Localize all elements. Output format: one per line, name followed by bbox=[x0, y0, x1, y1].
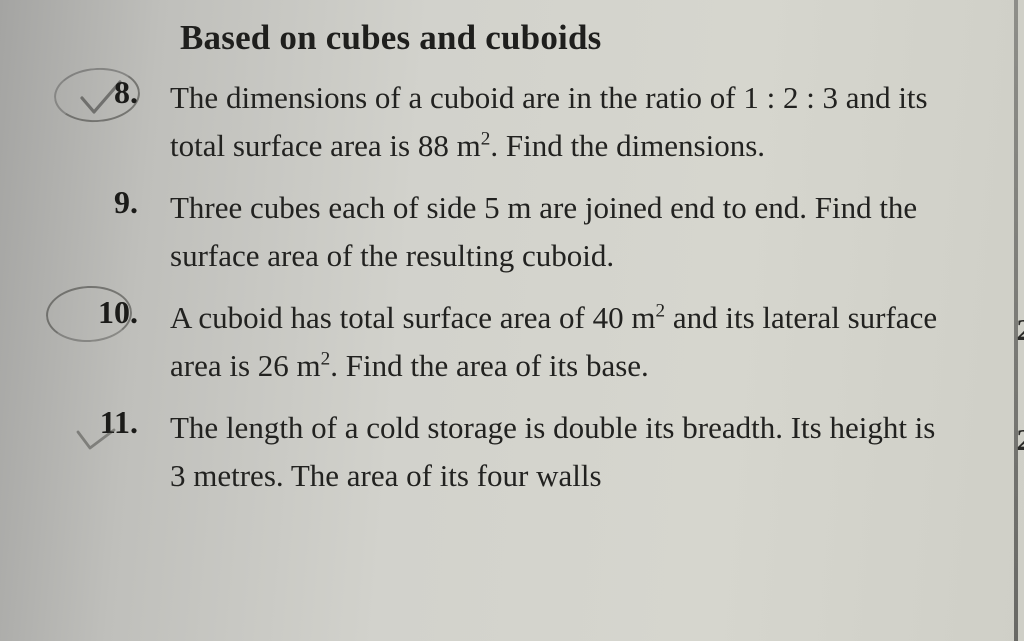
edge-fragment: 2 bbox=[1017, 422, 1024, 458]
question-number: 11. bbox=[100, 404, 138, 441]
question-item: 9. Three cubes each of side 5 m are join… bbox=[30, 184, 994, 280]
question-item: 11. The length of a cold storage is doub… bbox=[30, 404, 994, 500]
question-number: 10. bbox=[98, 294, 138, 331]
question-number: 8. bbox=[114, 74, 138, 111]
textbook-page: Based on cubes and cuboids 8. The dimens… bbox=[0, 0, 1024, 641]
edge-fragment: 2 bbox=[1017, 312, 1024, 348]
question-text: The dimensions of a cuboid are in the ra… bbox=[170, 74, 994, 170]
question-item: 8. The dimensions of a cuboid are in the… bbox=[30, 74, 994, 170]
question-number-cell: 11. bbox=[30, 404, 170, 441]
question-number-cell: 8. bbox=[30, 74, 170, 111]
question-text: The length of a cold storage is double i… bbox=[170, 404, 994, 500]
question-number-cell: 10. bbox=[30, 294, 170, 331]
question-number: 9. bbox=[114, 184, 138, 221]
question-text: Three cubes each of side 5 m are joined … bbox=[170, 184, 994, 280]
question-item: 10. A cuboid has total surface area of 4… bbox=[30, 294, 994, 390]
question-number-cell: 9. bbox=[30, 184, 170, 221]
question-text: A cuboid has total surface area of 40 m2… bbox=[170, 294, 994, 390]
section-heading: Based on cubes and cuboids bbox=[180, 18, 994, 58]
